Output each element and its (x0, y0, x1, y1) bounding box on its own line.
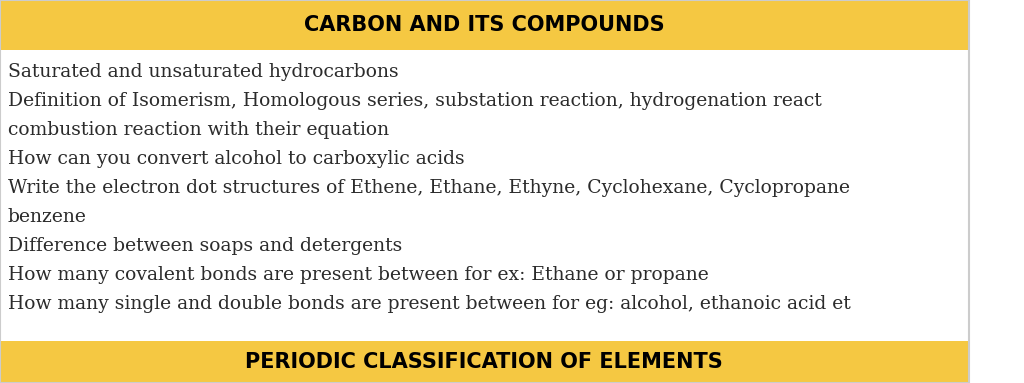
Text: Difference between soaps and detergents: Difference between soaps and detergents (8, 237, 402, 255)
Text: How can you convert alcohol to carboxylic acids: How can you convert alcohol to carboxyli… (8, 150, 464, 168)
Text: How many covalent bonds are present between for ex: Ethane or propane: How many covalent bonds are present betw… (8, 266, 709, 284)
Text: benzene: benzene (8, 208, 87, 226)
Text: combustion reaction with their equation: combustion reaction with their equation (8, 121, 389, 139)
Text: Definition of Isomerism, Homologous series, substation reaction, hydrogenation r: Definition of Isomerism, Homologous seri… (8, 92, 821, 110)
FancyBboxPatch shape (0, 341, 969, 383)
Text: Write the electron dot structures of Ethene, Ethane, Ethyne, Cyclohexane, Cyclop: Write the electron dot structures of Eth… (8, 179, 850, 197)
Text: How many single and double bonds are present between for eg: alcohol, ethanoic a: How many single and double bonds are pre… (8, 295, 851, 313)
Text: Saturated and unsaturated hydrocarbons: Saturated and unsaturated hydrocarbons (8, 63, 398, 81)
Text: PERIODIC CLASSIFICATION OF ELEMENTS: PERIODIC CLASSIFICATION OF ELEMENTS (246, 352, 723, 372)
Text: CARBON AND ITS COMPOUNDS: CARBON AND ITS COMPOUNDS (304, 15, 665, 35)
FancyBboxPatch shape (0, 0, 969, 50)
